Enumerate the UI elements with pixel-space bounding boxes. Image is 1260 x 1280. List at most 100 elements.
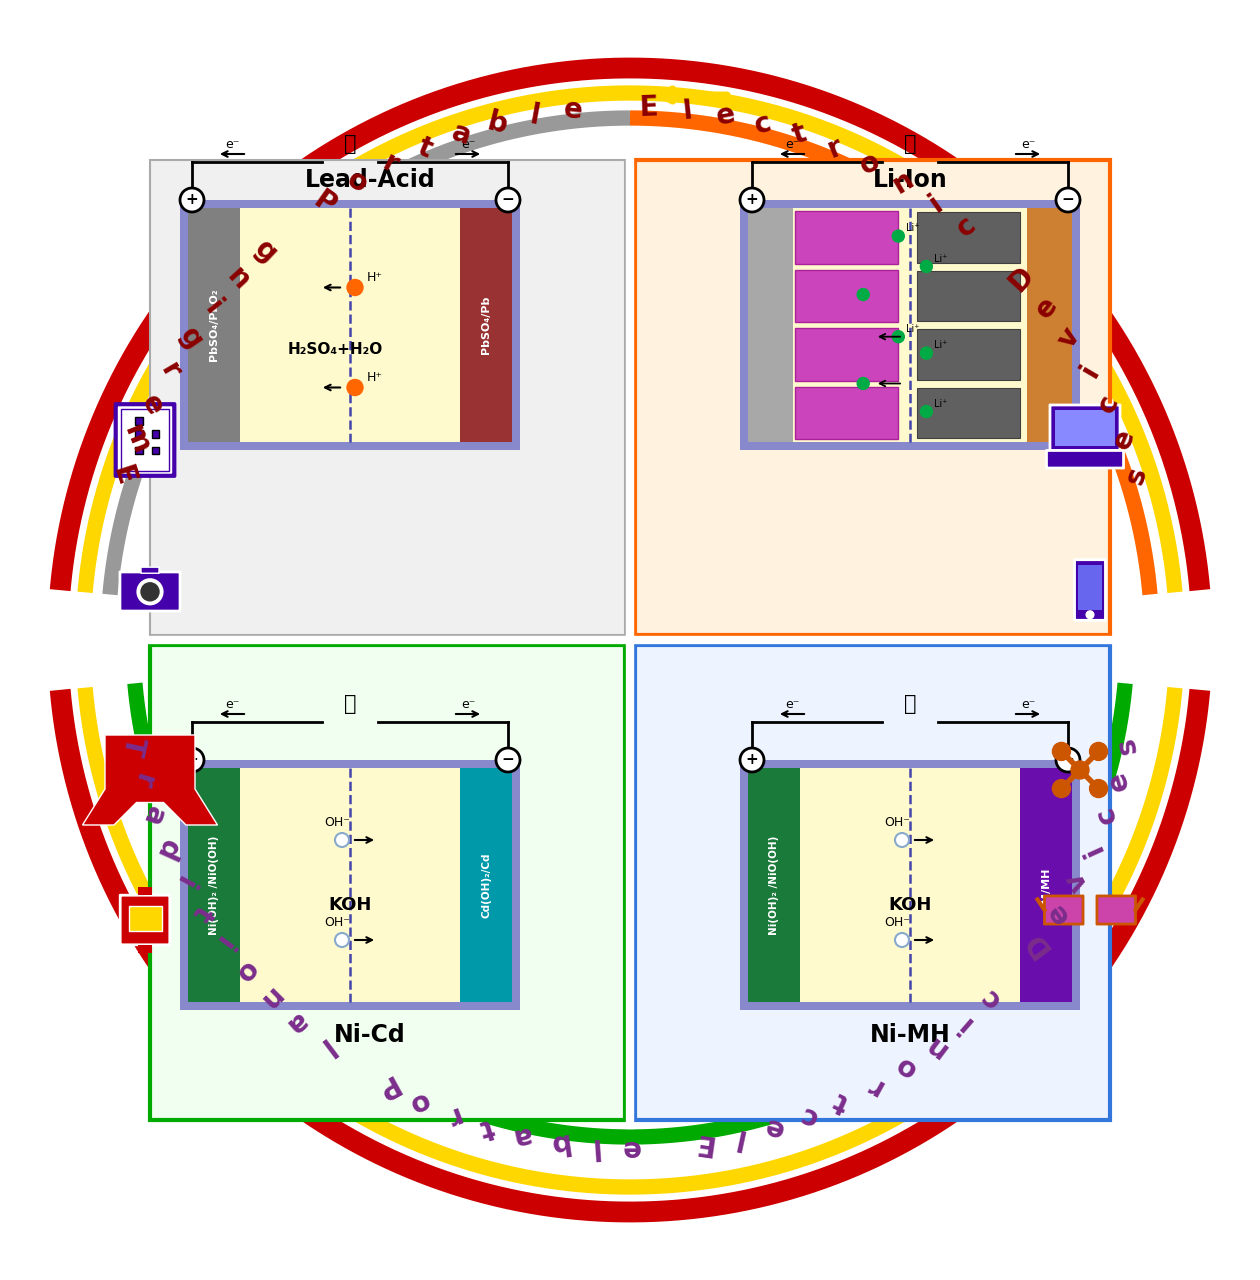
- Text: b: b: [546, 1128, 570, 1158]
- Text: o: o: [228, 955, 262, 988]
- FancyBboxPatch shape: [917, 329, 1021, 379]
- Text: t: t: [789, 119, 810, 150]
- Text: e: e: [621, 1134, 639, 1162]
- Text: n: n: [222, 262, 256, 296]
- FancyBboxPatch shape: [795, 328, 898, 380]
- FancyBboxPatch shape: [795, 387, 898, 439]
- Text: e: e: [135, 390, 169, 419]
- FancyBboxPatch shape: [748, 207, 793, 442]
- Text: v: v: [1060, 867, 1094, 896]
- Text: g: g: [248, 234, 282, 269]
- FancyBboxPatch shape: [1097, 896, 1135, 924]
- Circle shape: [1056, 188, 1080, 212]
- Text: Lead-Acid: Lead-Acid: [305, 168, 436, 192]
- Text: i: i: [951, 1010, 976, 1037]
- Text: e⁻: e⁻: [461, 137, 475, 151]
- FancyBboxPatch shape: [180, 760, 520, 1010]
- FancyBboxPatch shape: [740, 760, 1080, 1010]
- Circle shape: [1090, 742, 1108, 760]
- Text: c: c: [974, 983, 1005, 1014]
- FancyBboxPatch shape: [1055, 410, 1115, 447]
- FancyBboxPatch shape: [460, 207, 512, 442]
- Text: b: b: [484, 108, 510, 140]
- Circle shape: [346, 379, 363, 396]
- Text: r: r: [823, 132, 847, 164]
- FancyBboxPatch shape: [917, 388, 1021, 438]
- Text: H⁺: H⁺: [367, 371, 383, 384]
- Circle shape: [895, 833, 908, 847]
- FancyBboxPatch shape: [151, 430, 159, 438]
- Text: v: v: [1053, 323, 1086, 353]
- Circle shape: [135, 577, 165, 607]
- FancyBboxPatch shape: [180, 200, 520, 451]
- Text: e: e: [713, 100, 737, 131]
- Text: 💡: 💡: [344, 134, 357, 154]
- FancyBboxPatch shape: [917, 212, 1021, 262]
- Circle shape: [857, 288, 869, 301]
- Text: r: r: [155, 357, 185, 384]
- Text: e: e: [1029, 292, 1063, 324]
- Text: H₂SO₄+H₂O: H₂SO₄+H₂O: [287, 343, 383, 357]
- Circle shape: [496, 748, 520, 772]
- Text: e⁻: e⁻: [785, 137, 799, 151]
- Text: r: r: [441, 1101, 464, 1132]
- Text: Li⁺: Li⁺: [906, 223, 920, 233]
- Text: l: l: [680, 96, 693, 124]
- Text: H⁺: H⁺: [367, 271, 383, 284]
- Text: n: n: [888, 165, 919, 200]
- Text: o: o: [856, 147, 885, 180]
- Text: e: e: [562, 95, 583, 125]
- FancyBboxPatch shape: [795, 270, 898, 323]
- Text: Ni(OH)₂ /NiO(OH): Ni(OH)₂ /NiO(OH): [209, 836, 219, 934]
- FancyBboxPatch shape: [917, 270, 1021, 321]
- Circle shape: [740, 188, 764, 212]
- FancyBboxPatch shape: [139, 945, 151, 954]
- FancyBboxPatch shape: [748, 768, 1072, 1002]
- Text: D: D: [1004, 261, 1040, 297]
- Text: OH⁻: OH⁻: [324, 817, 350, 829]
- Circle shape: [920, 347, 932, 360]
- Text: o: o: [341, 165, 372, 200]
- Text: Li⁺: Li⁺: [935, 398, 948, 408]
- Circle shape: [920, 406, 932, 417]
- Text: c: c: [951, 210, 982, 242]
- FancyBboxPatch shape: [150, 645, 625, 1120]
- Text: l: l: [588, 1133, 600, 1161]
- Text: OH⁻: OH⁻: [885, 817, 910, 829]
- Circle shape: [892, 330, 905, 343]
- Text: e⁻: e⁻: [224, 137, 239, 151]
- Text: t: t: [830, 1087, 853, 1117]
- Text: l: l: [312, 1032, 336, 1060]
- Text: −: −: [501, 753, 514, 768]
- Text: o: o: [890, 1050, 921, 1084]
- FancyBboxPatch shape: [120, 572, 180, 611]
- Text: e: e: [1102, 768, 1134, 794]
- FancyBboxPatch shape: [1045, 896, 1084, 924]
- Text: r: r: [126, 771, 158, 791]
- Text: PbSO₄/Pb: PbSO₄/Pb: [481, 296, 491, 355]
- Text: Li⁺: Li⁺: [935, 253, 948, 264]
- Text: n: n: [253, 982, 287, 1015]
- Text: t: t: [186, 900, 217, 927]
- FancyBboxPatch shape: [121, 408, 169, 471]
- Text: +: +: [185, 753, 198, 768]
- Text: d: d: [150, 835, 184, 864]
- Text: l: l: [528, 101, 542, 131]
- Circle shape: [892, 230, 905, 242]
- Text: a: a: [447, 118, 474, 151]
- Text: Li⁺: Li⁺: [906, 324, 920, 334]
- Circle shape: [895, 933, 908, 947]
- Text: r: r: [862, 1070, 887, 1101]
- Text: KOH: KOH: [888, 896, 931, 914]
- Text: Ni-MH: Ni-MH: [869, 1023, 950, 1047]
- Text: Cd(OH)₂/Cd: Cd(OH)₂/Cd: [481, 852, 491, 918]
- Text: i: i: [1079, 838, 1108, 859]
- Circle shape: [1052, 780, 1071, 797]
- FancyBboxPatch shape: [635, 160, 1110, 635]
- Text: c: c: [751, 108, 774, 140]
- Circle shape: [335, 833, 349, 847]
- Text: OH⁻: OH⁻: [324, 916, 350, 929]
- Text: a: a: [280, 1006, 312, 1039]
- Circle shape: [857, 378, 869, 389]
- FancyBboxPatch shape: [135, 430, 144, 438]
